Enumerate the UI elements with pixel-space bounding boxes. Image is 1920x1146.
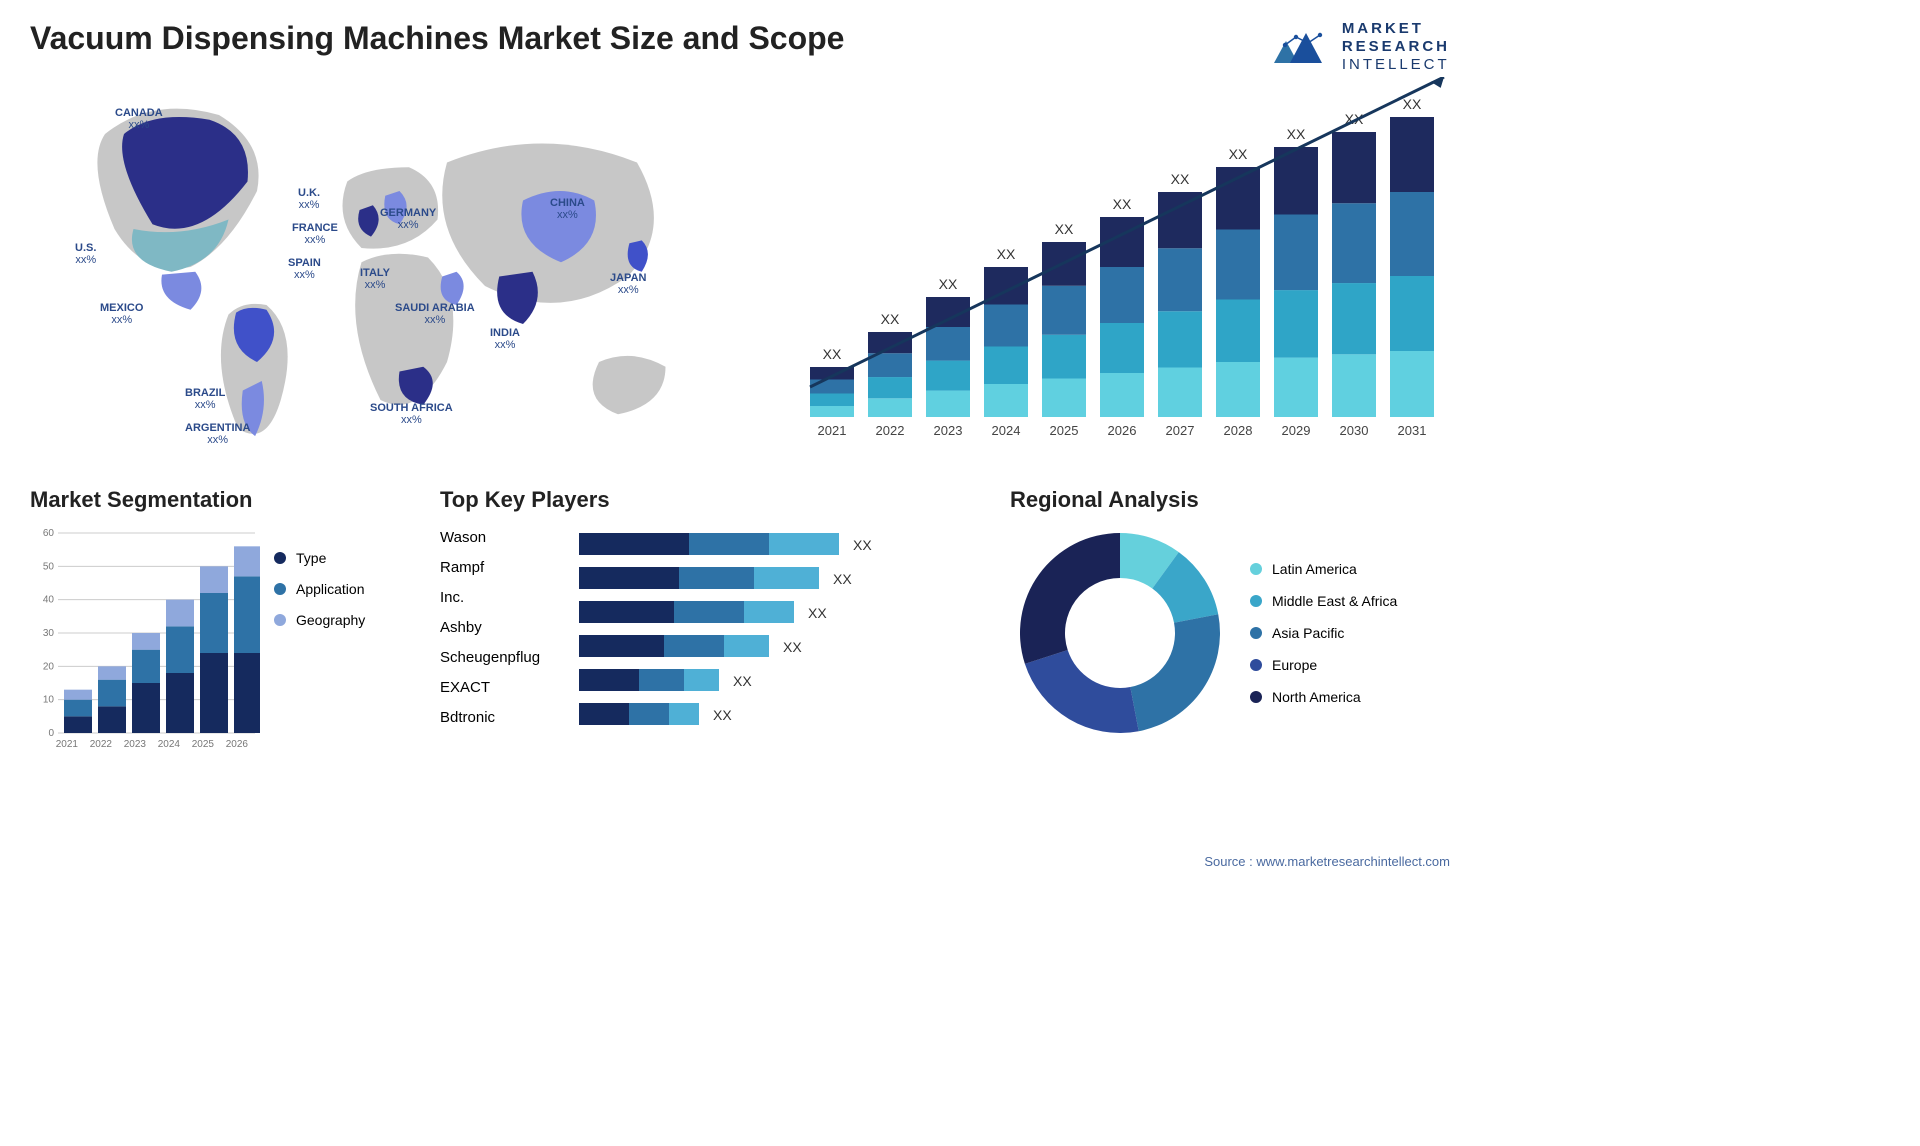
svg-text:XX: XX bbox=[1403, 96, 1422, 112]
svg-text:2029: 2029 bbox=[1282, 423, 1311, 438]
logo-line3: INTELLECT bbox=[1342, 56, 1450, 74]
legend-item: Type bbox=[274, 543, 365, 574]
map-label: CHINAxx% bbox=[550, 197, 585, 221]
map-label: ITALYxx% bbox=[360, 267, 390, 291]
legend-item: North America bbox=[1250, 681, 1397, 713]
logo-line1: MARKET bbox=[1342, 20, 1450, 38]
key-players-bar-chart: XX XX XX XX XX XX bbox=[574, 523, 904, 753]
svg-text:XX: XX bbox=[1171, 171, 1190, 187]
svg-text:30: 30 bbox=[43, 628, 55, 639]
player-name: Scheugenpflug bbox=[440, 643, 560, 673]
svg-text:2022: 2022 bbox=[876, 423, 905, 438]
page-title: Vacuum Dispensing Machines Market Size a… bbox=[30, 20, 1450, 57]
player-name: Bdtronic bbox=[440, 703, 560, 733]
regional-title: Regional Analysis bbox=[1010, 487, 1450, 513]
svg-text:2024: 2024 bbox=[158, 739, 181, 750]
svg-text:XX: XX bbox=[939, 276, 958, 292]
player-name: Inc. bbox=[440, 583, 560, 613]
svg-text:10: 10 bbox=[43, 695, 55, 706]
svg-text:50: 50 bbox=[43, 561, 55, 572]
map-label: SPAINxx% bbox=[288, 257, 321, 281]
svg-text:2025: 2025 bbox=[192, 739, 215, 750]
svg-text:XX: XX bbox=[881, 311, 900, 327]
map-label: FRANCExx% bbox=[292, 222, 338, 246]
svg-text:XX: XX bbox=[713, 707, 732, 723]
map-label: ARGENTINAxx% bbox=[185, 422, 250, 446]
svg-text:XX: XX bbox=[997, 246, 1016, 262]
svg-text:2030: 2030 bbox=[1340, 423, 1369, 438]
segmentation-block: Market Segmentation 0 10 20 30 40 50 60 2021 202… bbox=[30, 487, 410, 753]
svg-text:2026: 2026 bbox=[1108, 423, 1137, 438]
svg-text:40: 40 bbox=[43, 595, 55, 606]
legend-item: Asia Pacific bbox=[1250, 617, 1397, 649]
map-label: SOUTH AFRICAxx% bbox=[370, 402, 453, 426]
svg-text:2028: 2028 bbox=[1224, 423, 1253, 438]
legend-item: Geography bbox=[274, 605, 365, 636]
svg-text:XX: XX bbox=[823, 346, 842, 362]
svg-text:2021: 2021 bbox=[818, 423, 847, 438]
growth-bar-chart: XX 2021 XX 2022 XX 2023 XX 2024 XX 2025 XX 2026 XX 20… bbox=[790, 77, 1450, 457]
map-label: BRAZILxx% bbox=[185, 387, 225, 411]
regional-legend: Latin AmericaMiddle East & AfricaAsia Pa… bbox=[1250, 553, 1397, 714]
svg-text:60: 60 bbox=[43, 528, 55, 539]
brand-logo: MARKET RESEARCH INTELLECT bbox=[1272, 20, 1450, 74]
legend-item: Application bbox=[274, 574, 365, 605]
map-label: JAPANxx% bbox=[610, 272, 646, 296]
svg-text:XX: XX bbox=[1287, 126, 1306, 142]
key-players-block: Top Key Players WasonRampfInc.AshbyScheu… bbox=[440, 487, 980, 753]
map-label: GERMANYxx% bbox=[380, 207, 436, 231]
svg-text:XX: XX bbox=[1229, 146, 1248, 162]
source-attribution: Source : www.marketresearchintellect.com bbox=[1204, 854, 1450, 869]
logo-icon bbox=[1272, 27, 1332, 67]
player-name: Wason bbox=[440, 523, 560, 553]
svg-text:XX: XX bbox=[733, 673, 752, 689]
segmentation-legend: TypeApplicationGeography bbox=[274, 543, 365, 753]
svg-text:20: 20 bbox=[43, 661, 55, 672]
svg-text:XX: XX bbox=[783, 639, 802, 655]
logo-line2: RESEARCH bbox=[1342, 38, 1450, 56]
growth-chart-block: XX 2021 XX 2022 XX 2023 XX 2024 XX 2025 XX 2026 XX 20… bbox=[790, 77, 1450, 457]
svg-text:2025: 2025 bbox=[1050, 423, 1079, 438]
svg-text:XX: XX bbox=[1113, 196, 1132, 212]
svg-text:2031: 2031 bbox=[1398, 423, 1427, 438]
svg-text:2027: 2027 bbox=[1166, 423, 1195, 438]
svg-text:XX: XX bbox=[1055, 221, 1074, 237]
svg-text:XX: XX bbox=[853, 537, 872, 553]
map-label: U.K.xx% bbox=[298, 187, 320, 211]
svg-text:2022: 2022 bbox=[90, 739, 113, 750]
key-players-list: WasonRampfInc.AshbyScheugenpflugEXACTBdt… bbox=[440, 523, 560, 753]
svg-text:XX: XX bbox=[808, 605, 827, 621]
regional-donut-chart bbox=[1010, 523, 1230, 743]
svg-text:2023: 2023 bbox=[934, 423, 963, 438]
player-name: EXACT bbox=[440, 673, 560, 703]
map-label: CANADAxx% bbox=[115, 107, 163, 131]
svg-text:2026: 2026 bbox=[226, 739, 249, 750]
key-players-title: Top Key Players bbox=[440, 487, 980, 513]
world-map bbox=[30, 77, 750, 457]
svg-text:2024: 2024 bbox=[992, 423, 1021, 438]
segmentation-bar-chart: 0 10 20 30 40 50 60 2021 2022 2023 2024 2025 2026 bbox=[30, 523, 260, 753]
segmentation-title: Market Segmentation bbox=[30, 487, 410, 513]
player-name: Rampf bbox=[440, 553, 560, 583]
svg-text:2023: 2023 bbox=[124, 739, 147, 750]
regional-block: Regional Analysis Latin AmericaMiddle Ea… bbox=[1010, 487, 1450, 753]
svg-text:0: 0 bbox=[48, 728, 54, 739]
legend-item: Middle East & Africa bbox=[1250, 585, 1397, 617]
map-label: U.S.xx% bbox=[75, 242, 96, 266]
world-map-block: CANADAxx% U.S.xx% MEXICOxx% BRAZILxx% ARGENT… bbox=[30, 77, 750, 457]
legend-item: Latin America bbox=[1250, 553, 1397, 585]
player-name: Ashby bbox=[440, 613, 560, 643]
svg-text:XX: XX bbox=[833, 571, 852, 587]
svg-text:2021: 2021 bbox=[56, 739, 79, 750]
map-label: SAUDI ARABIAxx% bbox=[395, 302, 475, 326]
map-label: INDIAxx% bbox=[490, 327, 520, 351]
legend-item: Europe bbox=[1250, 649, 1397, 681]
map-label: MEXICOxx% bbox=[100, 302, 143, 326]
